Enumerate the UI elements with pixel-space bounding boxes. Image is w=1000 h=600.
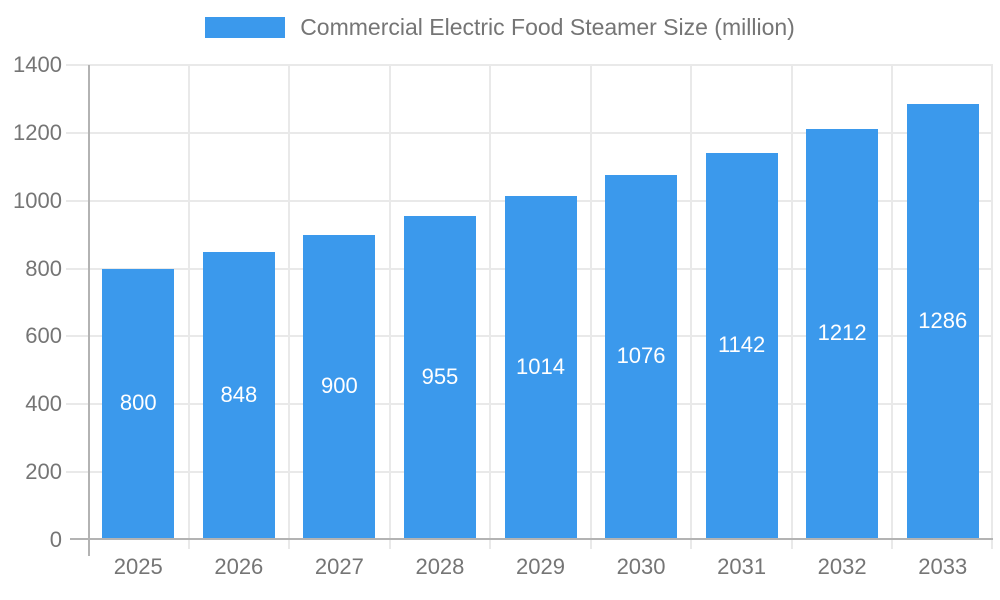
x-axis-tick-label: 2030	[616, 554, 666, 579]
bar-value-label: 1286	[918, 307, 968, 333]
x-axis-line	[70, 538, 993, 540]
legend-label: Commercial Electric Food Steamer Size (m…	[300, 14, 795, 40]
x-axis-tick	[790, 540, 793, 549]
x-axis-tick	[288, 540, 291, 549]
y-axis-tick-label: 0	[49, 527, 62, 552]
bar-value-label: 1076	[616, 343, 666, 369]
gridline-vertical	[388, 65, 391, 540]
y-axis-tick-label: 1400	[13, 52, 62, 77]
x-axis-tick	[690, 540, 693, 549]
gridline-vertical	[589, 65, 592, 540]
x-axis-tick	[991, 540, 993, 549]
bar-value-label: 1212	[817, 320, 867, 346]
x-axis-tick	[187, 540, 190, 549]
y-axis-line	[88, 65, 90, 556]
x-axis-tick	[489, 540, 492, 549]
bar[interactable]: 1076	[605, 174, 678, 538]
x-axis-tick-label: 2033	[918, 554, 968, 579]
bar[interactable]: 1014	[504, 195, 577, 538]
gridline-vertical	[187, 65, 190, 540]
x-axis-tick	[891, 540, 894, 549]
bar[interactable]: 955	[403, 215, 476, 538]
bar[interactable]: 848	[202, 252, 275, 538]
gridline-horizontal	[66, 131, 993, 134]
gridline-vertical	[891, 65, 894, 540]
x-axis-tick-label: 2031	[717, 554, 767, 579]
x-axis-tick-label: 2032	[817, 554, 867, 579]
x-axis-tick	[589, 540, 592, 549]
gridline-horizontal	[66, 64, 993, 66]
bar[interactable]: 800	[102, 268, 175, 538]
y-axis-tick-label: 400	[25, 391, 62, 417]
bar[interactable]: 1286	[906, 103, 979, 538]
legend: Commercial Electric Food Steamer Size (m…	[0, 14, 1000, 41]
bar[interactable]: 1212	[806, 128, 879, 538]
legend-swatch	[205, 17, 286, 38]
x-axis-tick-label: 2029	[516, 554, 565, 579]
x-axis-tick-label: 2028	[415, 554, 465, 579]
y-axis-tick-label: 1200	[13, 119, 62, 145]
gridline-vertical	[991, 65, 993, 540]
gridline-vertical	[690, 65, 693, 540]
y-axis-tick-label: 200	[25, 459, 62, 485]
y-axis-tick-label: 800	[25, 255, 62, 281]
gridline-vertical	[489, 65, 492, 540]
x-axis-tick	[388, 540, 391, 549]
plot-area: 800 848 900 955 1014 1076 1142 1212 1286 0 200 400…	[13, 52, 993, 579]
gridline-vertical	[790, 65, 793, 540]
bar[interactable]: 900	[303, 234, 376, 538]
x-axis-tick-label: 2025	[113, 554, 163, 579]
y-axis-tick-label: 600	[25, 323, 62, 349]
bar[interactable]: 1142	[705, 152, 778, 538]
bar-value-label: 900	[321, 373, 358, 399]
bar-value-label: 800	[119, 390, 157, 416]
bar-value-label: 848	[220, 382, 258, 408]
bar-value-label: 1142	[717, 332, 766, 358]
y-axis-tick-label: 1000	[13, 187, 62, 213]
bar-value-label: 1014	[516, 353, 565, 379]
x-axis-tick-label: 2026	[214, 554, 264, 579]
x-axis-tick-label: 2027	[314, 554, 364, 579]
gridline-vertical	[288, 65, 291, 540]
bar-value-label: 955	[421, 363, 459, 389]
